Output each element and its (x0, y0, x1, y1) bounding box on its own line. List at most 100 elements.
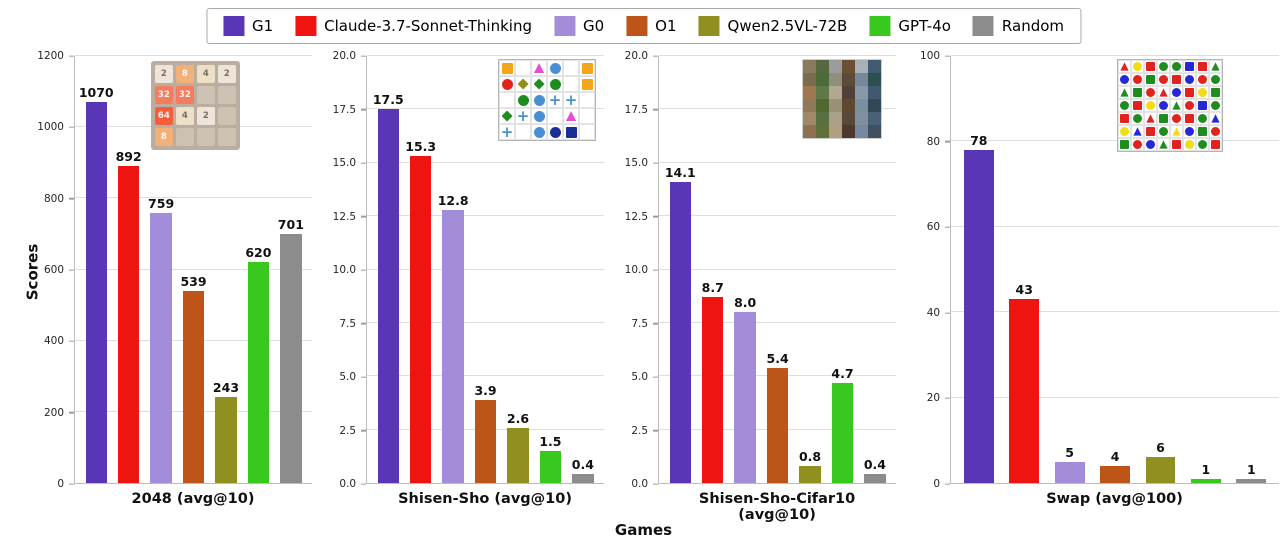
y-tick-label: 10.0 (332, 264, 357, 276)
shisen-tile: + (499, 122, 516, 141)
legend-item: O1 (626, 16, 677, 36)
square-shape-icon (1172, 75, 1182, 84)
y-tick-mark (361, 55, 367, 57)
swap-tile (1183, 99, 1197, 112)
bar-Claude-3.7-Sonnet-Thinking: 8.7 (702, 280, 724, 483)
swap-tile (1170, 125, 1184, 138)
shisen-tile (563, 108, 580, 124)
y-tick-label: 100 (920, 50, 941, 62)
circle-shape-icon (549, 62, 561, 74)
panels-container: 0 200 400 600 800 1000 1200 1070 892 759 539 243 620… (28, 50, 1280, 523)
bar-value-label: 43 (1015, 282, 1033, 298)
gridline (951, 55, 1280, 56)
bar-value-label: 15.3 (405, 139, 437, 155)
y-tick-label: 17.5 (624, 103, 649, 116)
circle-shape-icon (517, 94, 529, 106)
plot-area: 17.5 15.3 12.8 3.9 2.6 1.5 0.4 + + + + (366, 55, 605, 484)
legend-item: Random (972, 16, 1064, 36)
y-tick-label: 20.0 (624, 50, 649, 62)
tile-2048: 32 (154, 86, 173, 104)
circle-shape-icon (1133, 114, 1143, 123)
circle-shape-icon (1185, 101, 1195, 110)
y-tick-label: 800 (43, 192, 64, 205)
shisen-tile (499, 76, 516, 92)
y-tick-mark (945, 226, 951, 228)
bar-value-label: 243 (212, 379, 240, 395)
bar-value-label: 620 (245, 245, 272, 261)
y-tick-label: 600 (43, 264, 64, 276)
circle-shape-icon (1159, 75, 1169, 84)
square-shape-icon (501, 62, 513, 74)
gridline (75, 197, 313, 199)
y-tick-mark (69, 269, 74, 271)
y-tick-mark (653, 376, 659, 378)
triangle-shape-icon (1146, 114, 1155, 123)
bar-value-label: 759 (148, 195, 175, 211)
bar-G0: 5 (1054, 445, 1085, 483)
square-shape-icon (1211, 140, 1221, 149)
shisen-tile (563, 76, 580, 92)
legend-item: G1 (222, 16, 274, 36)
bar-Qwen2.5VL-72B: 0.8 (799, 449, 821, 483)
bar-value-label: 14.1 (664, 164, 696, 180)
circle-shape-icon (1159, 127, 1169, 136)
cifar10-thumbnail (855, 86, 869, 99)
y-tick-mark (653, 215, 659, 218)
bar-slot: 8.7 (697, 56, 729, 483)
y-tick-mark (653, 269, 659, 271)
bar-slot: 243 (210, 56, 242, 483)
gridline (367, 55, 605, 56)
y-tick-mark (653, 55, 659, 57)
y-tick-label: 40 (926, 306, 941, 319)
shisen-tile: + (515, 108, 532, 124)
square-shape-icon (1198, 62, 1208, 71)
bar-Claude-3.7-Sonnet-Thinking: 892 (116, 149, 142, 483)
swap-tile (1209, 112, 1223, 125)
y-tick-mark (361, 322, 367, 325)
square-shape-icon (1172, 140, 1182, 149)
shisen-tile: + (547, 92, 564, 108)
y-tick-mark (361, 269, 367, 271)
bar-value-label: 8.7 (701, 280, 724, 296)
circle-shape-icon (1159, 62, 1169, 71)
swap-tile (1118, 86, 1132, 99)
shisen-tile (579, 76, 596, 92)
circle-shape-icon (1198, 140, 1208, 149)
legend-label: Claude-3.7-Sonnet-Thinking (324, 17, 532, 35)
bar-value-label: 3.9 (474, 382, 497, 398)
gridline (659, 161, 897, 163)
bar-slot: 12.8 (437, 56, 469, 483)
swap-tile (1183, 73, 1197, 86)
legend-swatch (869, 16, 891, 36)
y-tick-label: 1000 (37, 121, 64, 134)
y-tick-mark (653, 108, 659, 111)
swap-tile (1196, 125, 1210, 138)
circle-shape-icon (1146, 140, 1156, 149)
bar-G1: 14.1 (665, 165, 696, 483)
bar-value-label: 0.4 (863, 457, 886, 473)
bar-slot: 3.9 (469, 56, 501, 483)
gridline (75, 268, 313, 270)
bar-group: 14.1 8.7 8.0 5.4 0.8 4.7 0.4 (659, 56, 896, 483)
bar-G1: 1070 (79, 85, 114, 483)
tile-2048: 4 (175, 107, 194, 125)
bar-slot: 8.0 (729, 56, 761, 483)
bar-value-label: 12.8 (437, 192, 469, 208)
shisen-tile (579, 92, 596, 108)
cifar10-thumbnail (842, 60, 856, 73)
plus-shape-icon: + (500, 122, 514, 141)
bar-Qwen2.5VL-72B: 243 (213, 380, 239, 483)
swap-tile (1196, 99, 1210, 112)
bar-slot: 539 (177, 56, 209, 483)
shisen-tile (515, 60, 532, 76)
y-tick-label: 17.5 (332, 103, 357, 116)
swap-tile (1144, 138, 1158, 151)
legend-label: G1 (251, 17, 274, 35)
shisen-tile (547, 76, 564, 92)
bar-value-label: 1070 (78, 85, 114, 101)
cifar10-thumbnail (803, 73, 817, 86)
bar-value-label: 8.0 (734, 295, 757, 311)
shisen-tile (563, 60, 580, 76)
gridline (951, 396, 1280, 398)
